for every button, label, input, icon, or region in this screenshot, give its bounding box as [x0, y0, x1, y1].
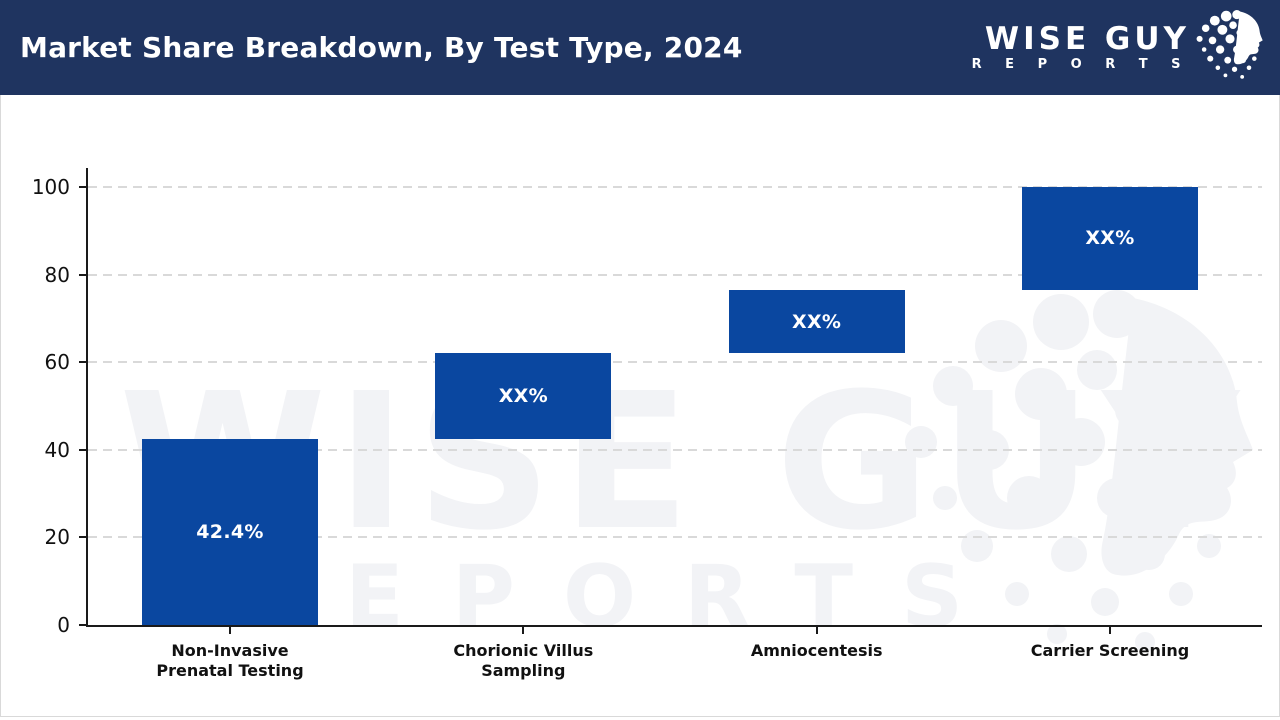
- wiseguy-logo: WISE GUY R E P O R T S: [972, 8, 1268, 88]
- y-axis-line: [86, 168, 88, 627]
- y-tick-mark-0: [79, 624, 87, 626]
- category-label-3: Amniocentesis: [750, 641, 883, 660]
- y-tick-mark-80: [79, 273, 87, 276]
- logo-face-icon: [1196, 10, 1263, 79]
- y-tick-label-100: 100: [31, 175, 70, 199]
- gridline-40: [88, 448, 1262, 451]
- y-tick-mark-100: [79, 186, 87, 188]
- watermark-subtitle: REPORTS: [230, 547, 1012, 647]
- bar-1: 42.4%: [142, 439, 318, 625]
- header-bar: Market Share Breakdown, By Test Type, 20…: [0, 0, 1280, 95]
- page-title: Market Share Breakdown, By Test Type, 20…: [20, 31, 743, 64]
- y-tick-mark-60: [79, 361, 87, 364]
- logo-text: WISE GUY R E P O R T S: [972, 22, 1190, 74]
- category-label-4: Carrier Screening: [1030, 641, 1190, 660]
- x-tick-mark-4: [1108, 627, 1111, 634]
- logo-wordmark: WISE GUY: [984, 21, 1190, 57]
- logo-subtitle: R E P O R T S: [971, 57, 1190, 72]
- gridline-100: [88, 186, 1262, 188]
- y-tick-label-60: 60: [44, 350, 70, 375]
- bar-value-label-1: 42.4%: [196, 521, 264, 544]
- bar-value-label-4: XX%: [1085, 227, 1135, 250]
- y-tick-mark-20: [79, 536, 87, 539]
- x-axis-line: [86, 625, 1262, 627]
- y-tick-label-20: 20: [44, 525, 70, 550]
- gridline-60: [88, 361, 1262, 364]
- category-label-2: Chorionic Villus Sampling: [453, 641, 594, 680]
- watermark-face-icon: [905, 290, 1253, 652]
- y-tick-label-40: 40: [44, 437, 70, 462]
- bar-2: XX%: [435, 353, 612, 440]
- gridline-80: [88, 273, 1262, 276]
- x-tick-mark-1: [229, 627, 231, 634]
- bar-4: XX%: [1021, 187, 1198, 290]
- gridline-20: [88, 536, 1262, 539]
- y-tick-label-0: 0: [57, 613, 70, 637]
- y-tick-mark-40: [79, 448, 87, 451]
- bar-value-label-3: XX%: [792, 310, 842, 333]
- x-tick-mark-2: [522, 627, 525, 634]
- bar-3: XX%: [728, 289, 905, 354]
- category-label-1: Non-Invasive Prenatal Testing: [156, 641, 304, 680]
- bar-value-label-2: XX%: [498, 385, 548, 408]
- x-tick-mark-3: [815, 627, 818, 634]
- y-tick-label-80: 80: [44, 262, 70, 287]
